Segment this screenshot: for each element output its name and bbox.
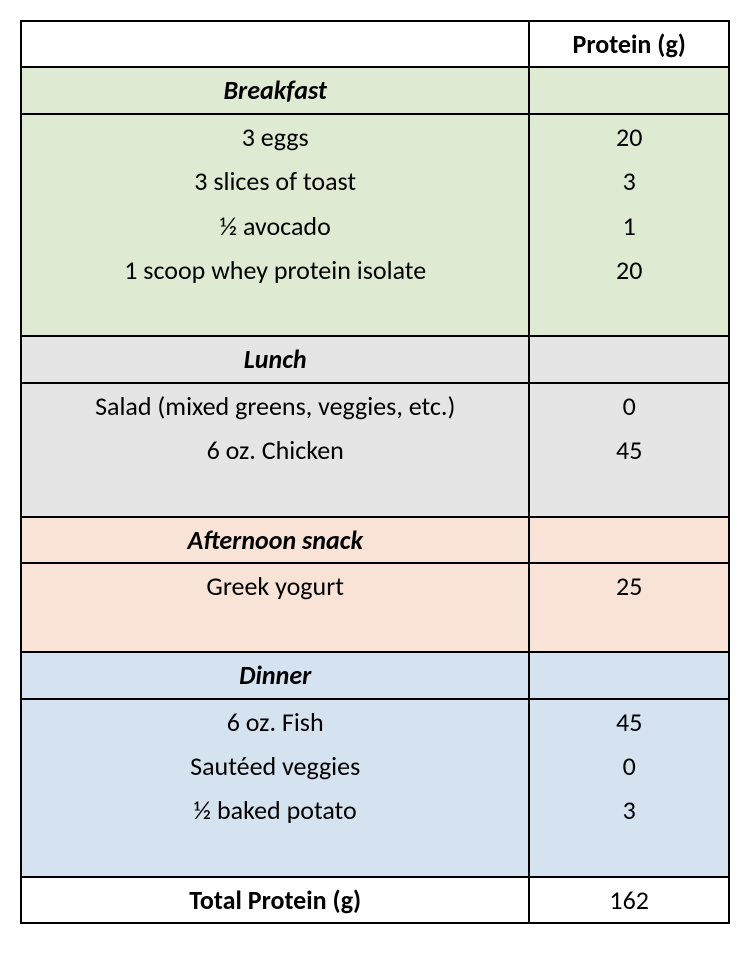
section-label: Afternoon snack xyxy=(21,517,529,563)
section-protein-empty xyxy=(529,517,729,563)
protein-cell: 25 xyxy=(529,563,729,608)
food-cell: 6 oz. Fish xyxy=(21,699,529,744)
food-cell: ½ avocado xyxy=(21,204,529,248)
section-protein-empty xyxy=(529,336,729,382)
food-cell: 3 slices of toast xyxy=(21,159,529,203)
table-row: Salad (mixed greens, veggies, etc.) 0 xyxy=(21,383,729,428)
protein-cell: 20 xyxy=(529,248,729,292)
section-label: Dinner xyxy=(21,652,529,698)
section-spacer xyxy=(21,292,729,336)
header-food xyxy=(21,21,529,67)
section-spacer xyxy=(21,473,729,517)
food-cell: 1 scoop whey protein isolate xyxy=(21,248,529,292)
section-spacer xyxy=(21,833,729,877)
table-row: 1 scoop whey protein isolate 20 xyxy=(21,248,729,292)
total-row: Total Protein (g) 162 xyxy=(21,877,729,923)
section-snack: Afternoon snack xyxy=(21,517,729,563)
protein-cell: 1 xyxy=(529,204,729,248)
food-cell: 3 eggs xyxy=(21,114,529,159)
section-protein-empty xyxy=(529,67,729,113)
table-row: 3 slices of toast 3 xyxy=(21,159,729,203)
section-lunch: Lunch xyxy=(21,336,729,382)
protein-table: Protein (g) Breakfast 3 eggs 20 3 slices… xyxy=(20,20,730,924)
section-spacer xyxy=(21,608,729,652)
table-row: Sautéed veggies 0 xyxy=(21,744,729,788)
header-row: Protein (g) xyxy=(21,21,729,67)
table-row: Greek yogurt 25 xyxy=(21,563,729,608)
table-row: ½ baked potato 3 xyxy=(21,788,729,832)
food-cell: Salad (mixed greens, veggies, etc.) xyxy=(21,383,529,428)
total-value: 162 xyxy=(529,877,729,923)
section-protein-empty xyxy=(529,652,729,698)
protein-cell: 0 xyxy=(529,744,729,788)
section-breakfast: Breakfast xyxy=(21,67,729,113)
total-label: Total Protein (g) xyxy=(21,877,529,923)
section-dinner: Dinner xyxy=(21,652,729,698)
section-label: Breakfast xyxy=(21,67,529,113)
table-row: 6 oz. Fish 45 xyxy=(21,699,729,744)
table-row: 6 oz. Chicken 45 xyxy=(21,428,729,472)
table-row: 3 eggs 20 xyxy=(21,114,729,159)
protein-cell: 3 xyxy=(529,159,729,203)
protein-cell: 3 xyxy=(529,788,729,832)
table-row: ½ avocado 1 xyxy=(21,204,729,248)
section-label: Lunch xyxy=(21,336,529,382)
header-protein: Protein (g) xyxy=(529,21,729,67)
food-cell: Greek yogurt xyxy=(21,563,529,608)
protein-cell: 45 xyxy=(529,428,729,472)
food-cell: 6 oz. Chicken xyxy=(21,428,529,472)
food-cell: Sautéed veggies xyxy=(21,744,529,788)
protein-cell: 45 xyxy=(529,699,729,744)
protein-cell: 0 xyxy=(529,383,729,428)
protein-cell: 20 xyxy=(529,114,729,159)
food-cell: ½ baked potato xyxy=(21,788,529,832)
